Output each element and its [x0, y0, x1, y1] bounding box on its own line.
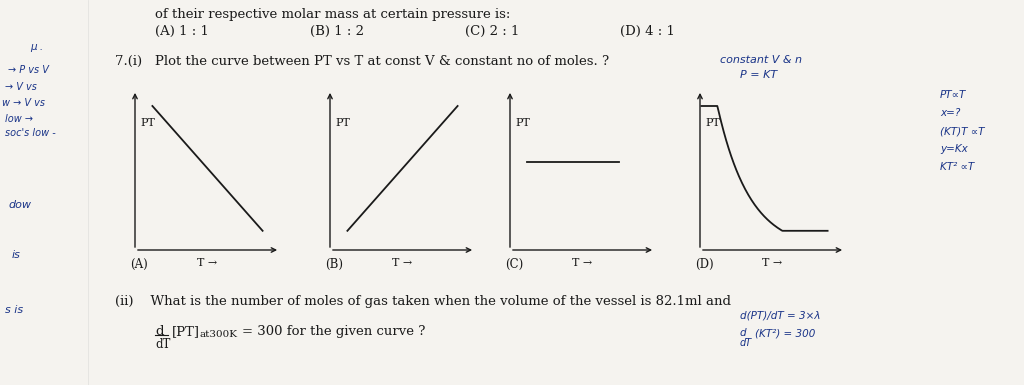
- Text: T →: T →: [197, 258, 217, 268]
- Text: T →: T →: [392, 258, 412, 268]
- Text: w → V vs: w → V vs: [2, 98, 45, 108]
- Text: T →: T →: [571, 258, 592, 268]
- Text: (A): (A): [130, 258, 147, 271]
- Text: (ii)    What is the number of moles of gas taken when the volume of the vessel i: (ii) What is the number of moles of gas …: [115, 295, 731, 308]
- Text: dow: dow: [8, 200, 31, 210]
- Text: T →: T →: [762, 258, 782, 268]
- Text: PT: PT: [335, 118, 350, 128]
- Text: P = KT: P = KT: [740, 70, 777, 80]
- Text: dT: dT: [155, 338, 170, 351]
- Text: μ .: μ .: [30, 42, 43, 52]
- Text: s is: s is: [5, 305, 24, 315]
- Text: KT² ∝T: KT² ∝T: [940, 162, 974, 172]
- Text: of their respective molar mass at certain pressure is:: of their respective molar mass at certai…: [155, 8, 510, 21]
- Text: PT: PT: [705, 118, 720, 128]
- Text: y=Kx: y=Kx: [940, 144, 968, 154]
- Text: constant V & n: constant V & n: [720, 55, 802, 65]
- Text: PT: PT: [515, 118, 529, 128]
- Text: [PT]: [PT]: [172, 325, 200, 338]
- Text: 7.(i)   Plot the curve between PT vs T at const V & constant no of moles. ?: 7.(i) Plot the curve between PT vs T at …: [115, 55, 609, 68]
- Text: PT: PT: [140, 118, 155, 128]
- Text: → P vs V: → P vs V: [8, 65, 49, 75]
- Text: (KT)T ∝T: (KT)T ∝T: [940, 126, 984, 136]
- Text: (KT²) = 300: (KT²) = 300: [755, 328, 815, 338]
- Text: (A) 1 : 1: (A) 1 : 1: [155, 25, 209, 38]
- Text: at300K: at300K: [200, 330, 238, 339]
- Text: (B) 1 : 2: (B) 1 : 2: [310, 25, 364, 38]
- Text: d: d: [740, 328, 746, 338]
- Text: = 300 for the given curve ?: = 300 for the given curve ?: [242, 325, 425, 338]
- Text: soc's low -: soc's low -: [5, 128, 55, 138]
- Text: x=?: x=?: [940, 108, 961, 118]
- Text: (D): (D): [695, 258, 714, 271]
- Text: d(PT)/dT = 3×λ: d(PT)/dT = 3×λ: [740, 310, 820, 320]
- Text: PT∝T: PT∝T: [940, 90, 967, 100]
- Text: is: is: [12, 250, 20, 260]
- Text: d: d: [155, 325, 164, 338]
- Text: (B): (B): [325, 258, 343, 271]
- Text: (D) 4 : 1: (D) 4 : 1: [620, 25, 675, 38]
- Text: → V vs: → V vs: [5, 82, 37, 92]
- Text: (C) 2 : 1: (C) 2 : 1: [465, 25, 519, 38]
- Text: dT: dT: [740, 338, 753, 348]
- Text: low →: low →: [5, 114, 33, 124]
- Text: (C): (C): [505, 258, 523, 271]
